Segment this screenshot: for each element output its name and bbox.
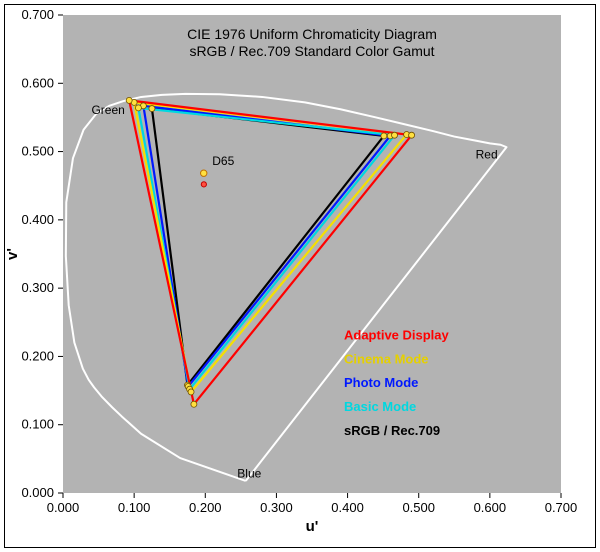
legend-item: Cinema Mode [344, 351, 429, 366]
d65-point [201, 170, 207, 176]
y-tick-label: 0.400 [21, 212, 54, 227]
y-tick-label: 0.700 [21, 7, 54, 22]
chromaticity-chart: 0.0000.000 0.100 0.100 0.200 0.200 0.300 0.300… [5, 5, 595, 547]
gamut-vertex [126, 97, 132, 103]
spectral-locus [66, 94, 507, 481]
x-tick-label: 0.400 [331, 500, 364, 515]
legend-item: Basic Mode [344, 399, 416, 414]
gamut-triangle [134, 102, 406, 392]
gamut-vertex [135, 105, 141, 111]
legend-item: Adaptive Display [344, 327, 450, 342]
gamut-vertex [392, 132, 398, 138]
gamut-triangle [152, 109, 384, 386]
y-tick-label: 0.000 [21, 485, 54, 500]
outer-frame: 0.0000.000 0.100 0.100 0.200 0.200 0.300 0.300… [4, 4, 596, 548]
x-tick-label: 0.500 [402, 500, 435, 515]
legend-item: Photo Mode [344, 375, 418, 390]
chart-title-1: CIE 1976 Uniform Chromaticity Diagram [187, 26, 437, 42]
measured-white-point [201, 182, 206, 187]
locus-label: Green [91, 103, 124, 117]
locus-label: Blue [237, 466, 261, 480]
x-tick-label: 0.100 [118, 500, 151, 515]
x-tick-label: 0.000 [47, 500, 80, 515]
gamut-vertex [191, 401, 197, 407]
x-tick-label: 0.300 [260, 500, 293, 515]
y-tick-label: 0.200 [21, 348, 54, 363]
locus-label: Red [476, 147, 498, 161]
gamut-vertex [188, 389, 194, 395]
d65-label: D65 [212, 154, 234, 168]
gamut-vertex [409, 132, 415, 138]
y-axis-label: v' [5, 248, 21, 260]
legend-item: sRGB / Rec.709 [344, 423, 440, 438]
gamut-triangle [138, 108, 394, 389]
chart-title-2: sRGB / Rec.709 Standard Color Gamut [189, 43, 434, 59]
x-tick-label: 0.700 [545, 500, 578, 515]
gamut-vertex [149, 106, 155, 112]
y-tick-label: 0.600 [21, 75, 54, 90]
y-tick-label: 0.500 [21, 144, 54, 159]
x-axis-label: u' [306, 518, 319, 535]
y-tick-label: 0.300 [21, 280, 54, 295]
y-tick-label: 0.100 [21, 417, 54, 432]
gamut-vertex [381, 133, 387, 139]
x-tick-label: 0.200 [189, 500, 222, 515]
x-tick-label: 0.600 [474, 500, 507, 515]
